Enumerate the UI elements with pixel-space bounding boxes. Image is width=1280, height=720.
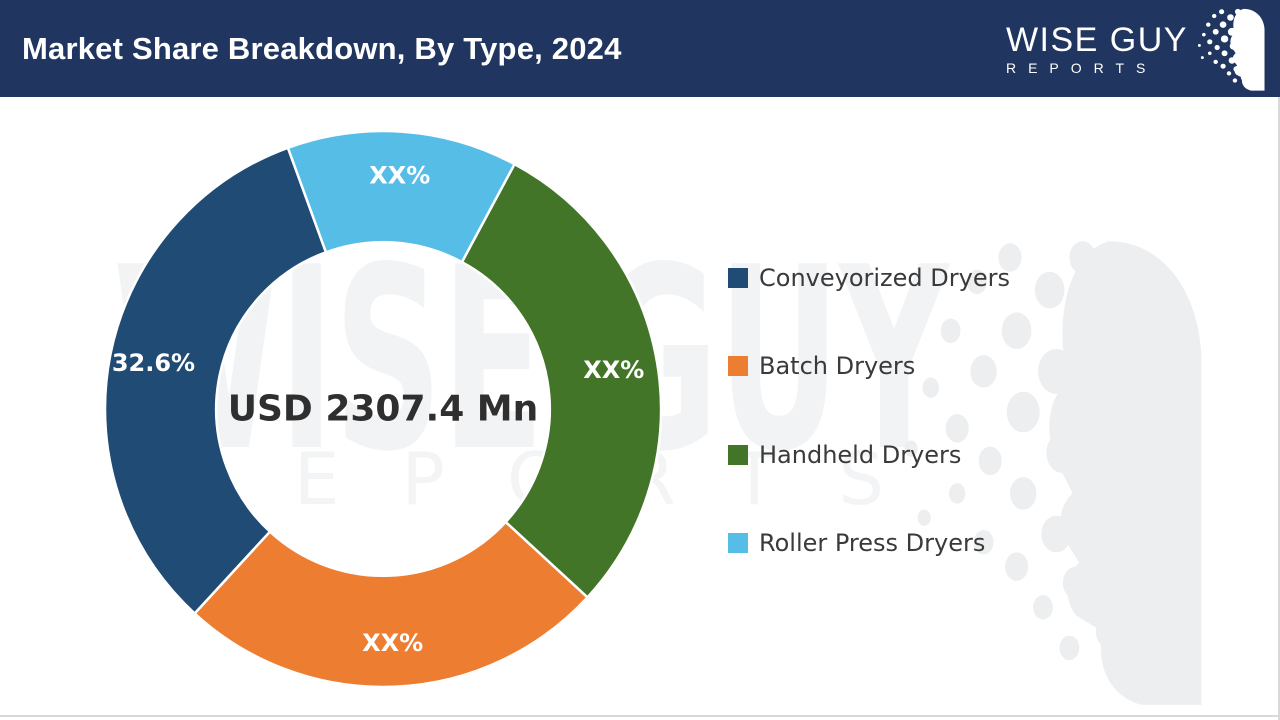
chart-legend: Conveyorized Dryers Batch Dryers Handhel… (728, 97, 1148, 715)
donut-center-value: USD 2307.4 Mn (227, 388, 539, 430)
logo-text: WISE GUY REPORTS (1006, 23, 1188, 75)
donut-segment-batch-dryers (192, 520, 590, 689)
page-title: Market Share Breakdown, By Type, 2024 (22, 30, 622, 66)
wise-guy-face-icon (1197, 8, 1265, 91)
slice-percent-label: XX% (583, 356, 644, 384)
bottom-divider (0, 715, 1278, 717)
donut-segment-handheld-dryers (460, 162, 663, 600)
donut-chart: 32.6% XX% XX% XX% (103, 129, 663, 689)
legend-swatch-roller-press (728, 533, 748, 553)
wise-guy-logo: WISE GUY REPORTS (1006, 6, 1266, 92)
legend-item-conveyorized-dryers: Conveyorized Dryers (728, 265, 1010, 291)
legend-label: Conveyorized Dryers (759, 264, 1010, 292)
legend-label: Roller Press Dryers (759, 529, 986, 557)
legend-label: Handheld Dryers (759, 441, 962, 469)
legend-item-handheld-dryers: Handheld Dryers (728, 442, 961, 468)
slice-percent-label: 32.6% (112, 349, 195, 377)
slice-percent-label: XX% (369, 162, 430, 190)
chart-canvas: WISE GUY REPORTS 32.6%XX%XX%XX% USD 2307… (0, 97, 1280, 720)
header-bar: Market Share Breakdown, By Type, 2024 WI… (0, 0, 1280, 97)
logo-subtext: REPORTS (1005, 59, 1158, 76)
slice-percent-label: XX% (362, 629, 423, 657)
legend-item-batch-dryers: Batch Dryers (728, 353, 915, 379)
legend-label: Batch Dryers (759, 352, 916, 380)
legend-item-roller-press-dryers: Roller Press Dryers (728, 530, 985, 556)
donut-segment-roller-press-dryers (286, 129, 517, 264)
legend-swatch-handheld (728, 445, 748, 465)
legend-swatch-conveyorized (728, 268, 748, 288)
legend-swatch-batch (728, 356, 748, 376)
logo-wordmark: WISE GUY (1005, 20, 1188, 59)
donut-segment-conveyorized-dryers (103, 146, 328, 616)
